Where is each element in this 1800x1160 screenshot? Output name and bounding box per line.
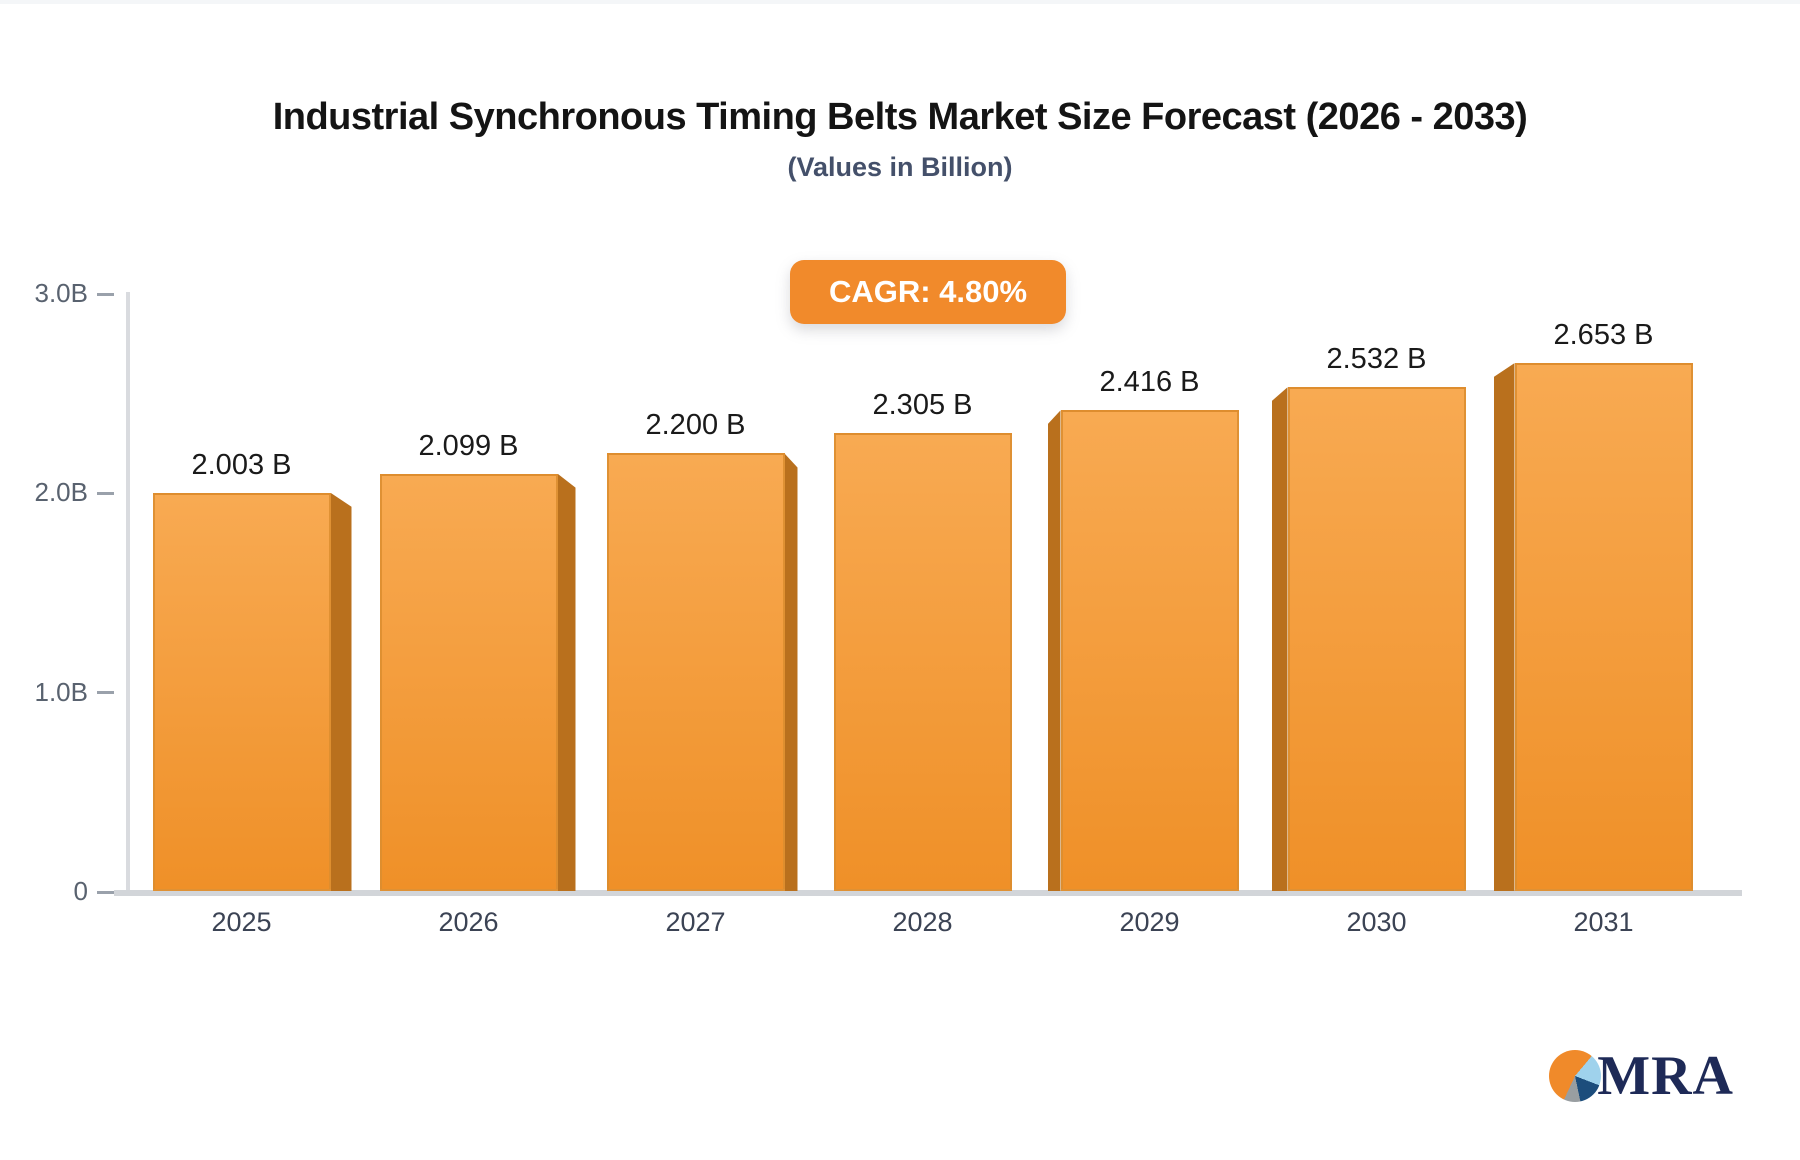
mra-logo-pie-icon [1549,1050,1602,1102]
bar-2026[interactable] [379,473,558,891]
y-axis-tick [97,691,114,695]
y-axis-tick [97,292,114,296]
mra-logo-text: MRA [1597,1045,1734,1107]
bar-value-label: 2.003 B [191,448,292,481]
mra-logo: MRA [1549,1044,1734,1108]
x-axis-label-2028: 2028 [892,907,953,937]
cagr-badge: CAGR: 4.80% [790,260,1066,324]
bar-side-face-2027 [784,453,798,891]
y-axis-tick-label: 1.0B [34,676,89,707]
x-axis-label-2027: 2027 [665,907,726,937]
cagr-badge-label: CAGR: 4.80% [828,274,1028,309]
bar-side-face-2030 [1271,387,1288,891]
x-axis-label-2029: 2029 [1119,907,1180,937]
chart-subtitle: (Values in Billion) [787,152,1013,182]
bar-2030[interactable] [1287,387,1466,891]
bar-value-label: 2.099 B [418,429,519,462]
chart-title: Industrial Synchronous Timing Belts Mark… [272,96,1528,138]
bar-2027[interactable] [606,453,785,891]
bar-2028[interactable] [833,432,1012,891]
y-axis-tick-label: 0 [73,876,88,906]
y-axis-tick-label: 3.0B [34,278,89,308]
bar-value-label: 2.416 B [1099,366,1200,399]
bar-side-face-2025 [330,492,352,891]
bar-side-face-2026 [557,473,576,891]
bar-value-label: 2.653 B [1553,319,1654,352]
bar-2025[interactable] [152,492,331,891]
y-axis-tick-label: 2.0B [34,477,89,508]
x-axis-label-2030: 2030 [1346,907,1407,937]
y-axis-line [126,292,130,894]
bar-value-label: 2.200 B [645,409,746,442]
x-axis-line [114,890,1742,896]
x-axis-label-2031: 2031 [1573,907,1634,937]
bar-side-face-2029 [1047,410,1061,891]
bar-2031[interactable] [1514,363,1693,891]
bar-2029[interactable] [1060,410,1239,891]
bar-value-label: 2.305 B [872,388,973,421]
y-axis-tick [97,890,114,894]
x-axis-label-2026: 2026 [438,907,499,937]
bar-value-label: 2.532 B [1326,343,1427,376]
x-axis-label-2025: 2025 [211,907,272,937]
y-axis-tick [97,491,114,495]
bar-side-face-2031 [1493,363,1515,891]
